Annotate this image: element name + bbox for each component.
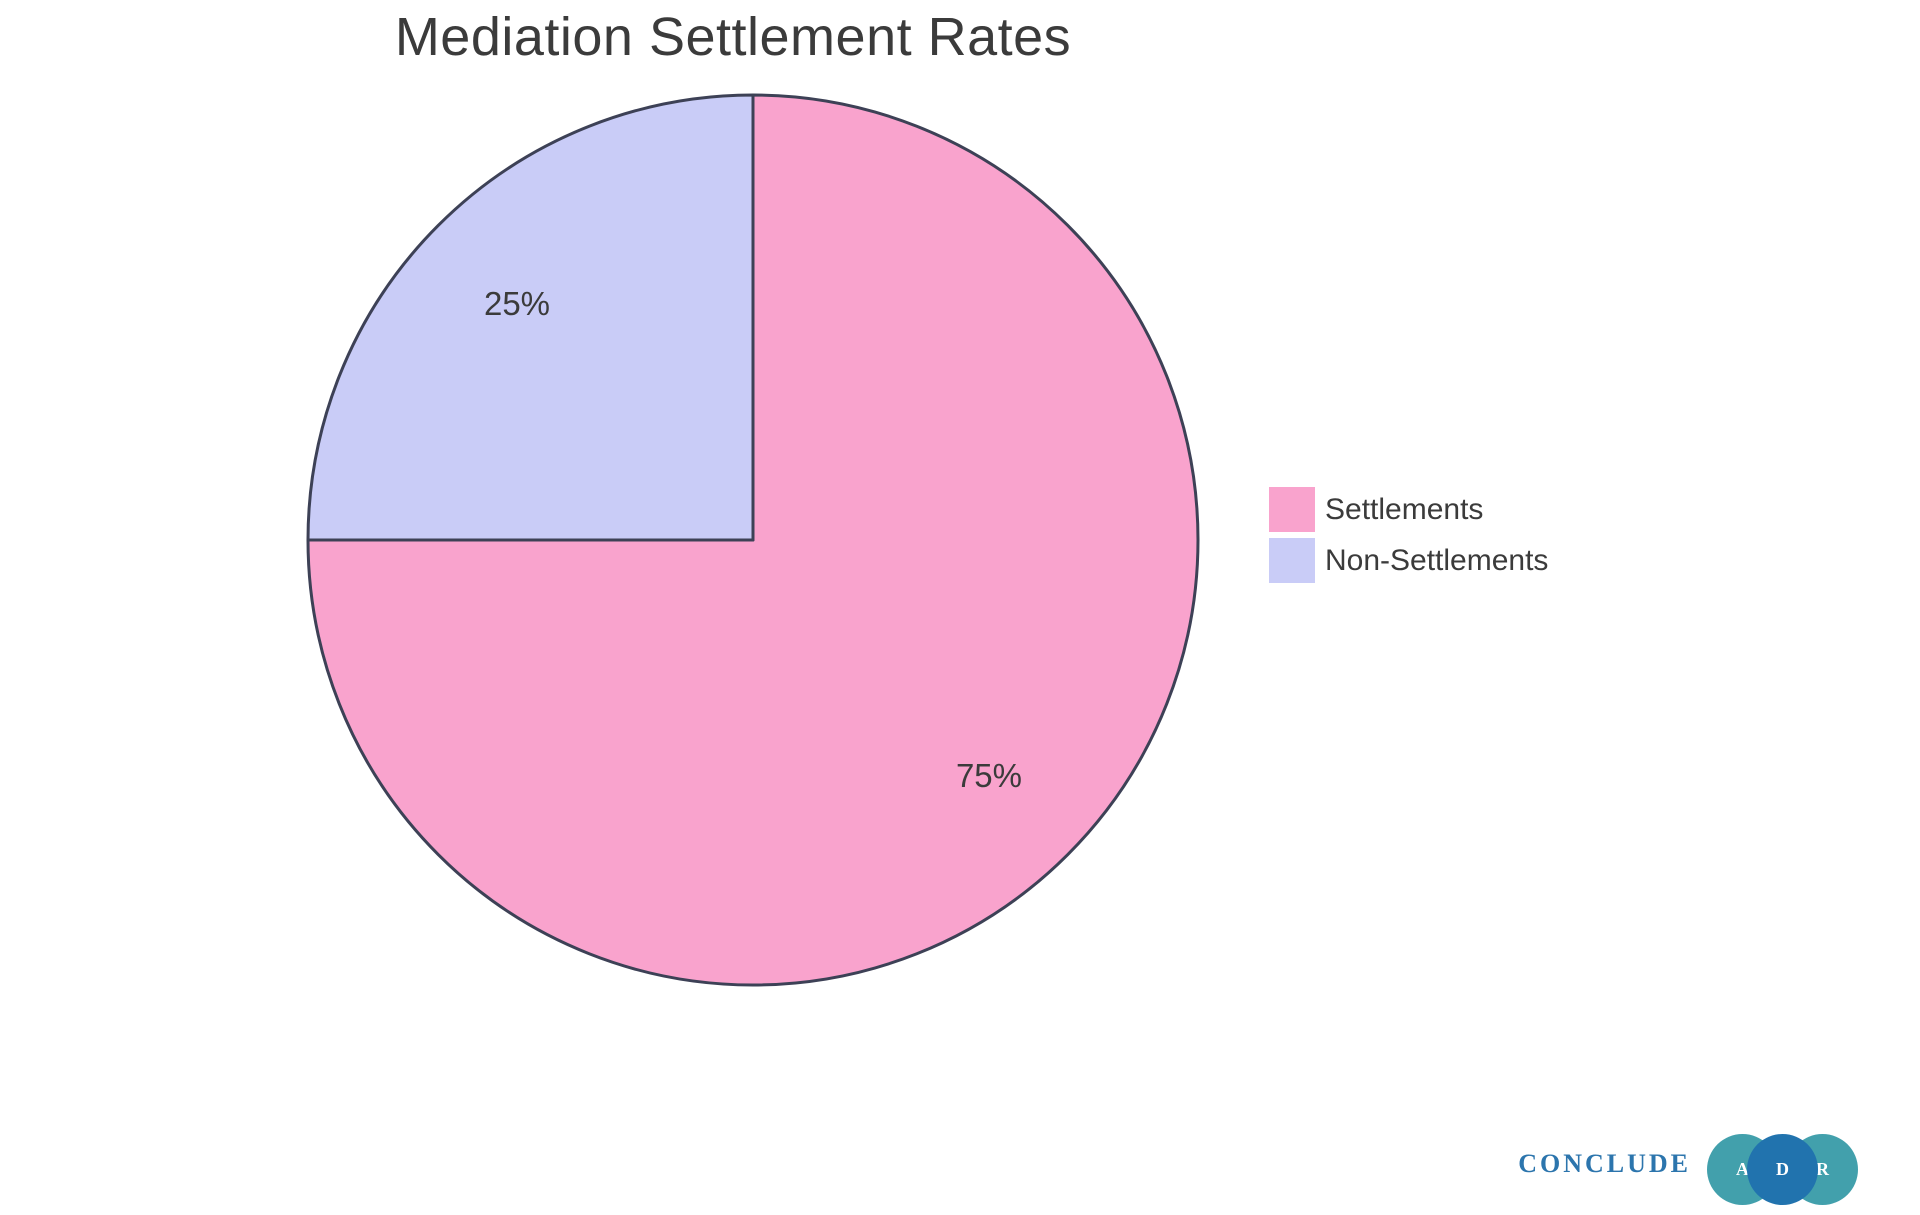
legend-item-non-settlements: Non-Settlements — [1269, 538, 1548, 583]
slice-value-label: 75% — [956, 757, 1022, 794]
brand-logo: CONCLUDE A D R — [1518, 1133, 1858, 1205]
brand-name: CONCLUDE — [1518, 1149, 1691, 1178]
logo-letter-r: R — [1816, 1158, 1829, 1179]
logo-circle-d: D — [1747, 1133, 1818, 1205]
legend: Settlements Non-Settlements — [1269, 487, 1548, 589]
logo-letter-d: D — [1776, 1158, 1789, 1179]
legend-swatch-non-settlements — [1269, 538, 1315, 583]
legend-swatch-settlements — [1269, 487, 1315, 532]
pie-slice-non-settlements — [306, 93, 755, 542]
legend-label-settlements: Settlements — [1325, 492, 1484, 526]
slice-value-label: 25% — [484, 285, 550, 322]
legend-label-non-settlements: Non-Settlements — [1325, 543, 1549, 577]
legend-item-settlements: Settlements — [1269, 487, 1548, 532]
logo-letter-a: A — [1736, 1158, 1749, 1179]
chart-title: Mediation Settlement Rates — [394, 7, 1072, 67]
